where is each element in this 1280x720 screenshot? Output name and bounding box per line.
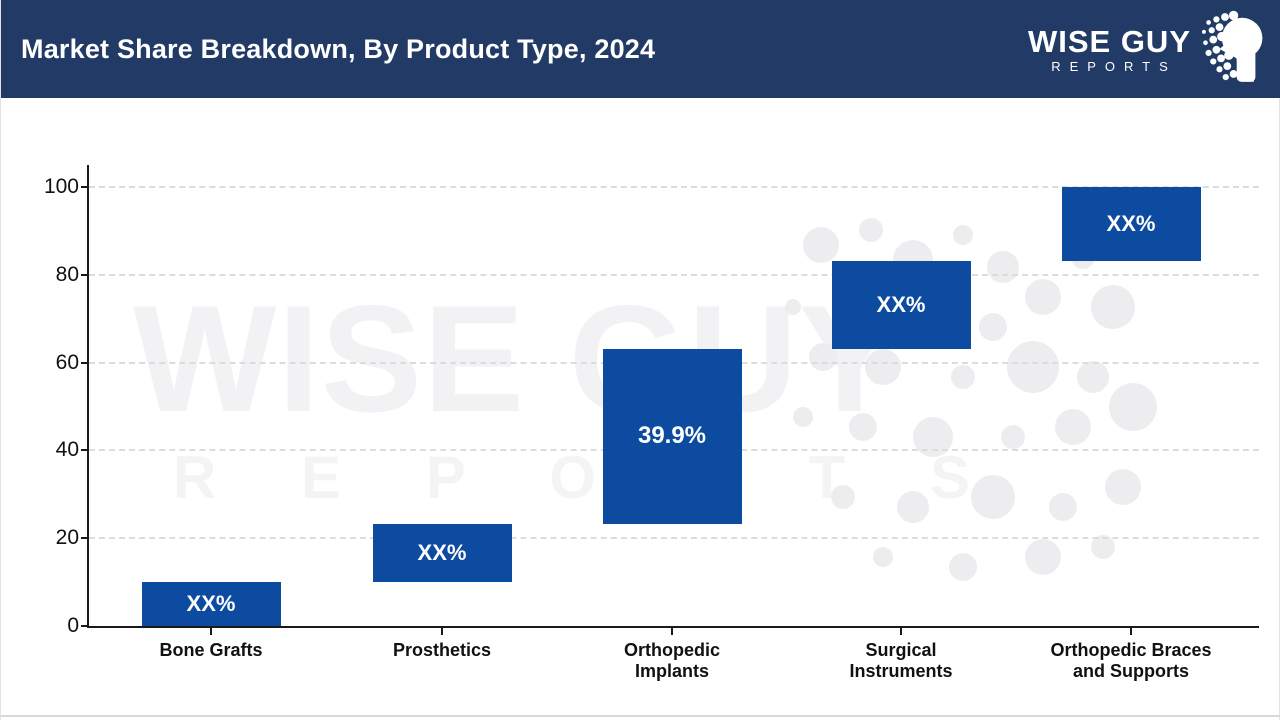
x-axis-tick	[441, 627, 443, 635]
bar-prosthetics: XX%	[372, 523, 512, 583]
bar-orthopedic-implants: 39.9%	[602, 348, 742, 524]
x-axis-line	[87, 626, 1259, 628]
bar-surgical-instruments: XX%	[831, 261, 971, 349]
logo-reports-label: REPORTS	[1051, 58, 1177, 74]
x-axis-tick	[210, 627, 212, 635]
y-axis-tick	[81, 449, 89, 452]
x-axis-tick	[1130, 627, 1132, 635]
bar-bone-grafts: XX%	[141, 582, 281, 626]
bottom-divider	[1, 715, 1280, 717]
x-axis-category-label-line: and Supports	[1073, 661, 1189, 681]
header-band: Market Share Breakdown, By Product Type,…	[1, 0, 1280, 98]
x-axis-category-label: Bone Grafts	[96, 640, 326, 661]
bar-value-label: XX%	[186, 591, 236, 617]
x-axis-category-label-line: Prosthetics	[392, 640, 492, 660]
x-axis-category-label: Prosthetics	[327, 640, 557, 661]
x-axis-tick	[671, 627, 673, 635]
x-axis-category-label: Orthopedic Implants	[557, 640, 787, 682]
bar-value-label: 39.9%	[637, 422, 707, 450]
gridline	[89, 273, 1259, 276]
watermark-text: WISE GUY	[133, 274, 902, 444]
y-axis-tick	[81, 625, 89, 627]
logo-wordmark: WISE GUY	[1027, 23, 1191, 59]
x-axis-tick	[900, 627, 902, 635]
y-axis-tick-label: 100	[43, 175, 79, 198]
bar-orthopedic-braces-and-supports: XX%	[1061, 187, 1201, 262]
chart-title: Market Share Breakdown, By Product Type,…	[21, 33, 656, 64]
bar-value-label: XX%	[1106, 211, 1156, 237]
y-axis-tick-label: 20	[55, 526, 79, 550]
y-axis-tick-label: 60	[55, 350, 79, 374]
y-axis-tick-label: 40	[55, 438, 79, 462]
y-axis-tick	[81, 273, 89, 276]
y-axis-tick-label: 80	[55, 262, 79, 286]
x-axis-category-label-line: Implants	[634, 661, 709, 681]
x-axis-category-label-line: Bone Grafts	[159, 640, 263, 660]
gridline	[89, 186, 1259, 188]
y-axis-line	[87, 165, 89, 628]
wise-guy-logo: WISE GUY REPORTS	[1028, 8, 1280, 90]
y-axis-tick	[81, 537, 89, 540]
bar-value-label: XX%	[876, 291, 926, 317]
x-axis-category-label-line: Orthopedic Braces	[1050, 640, 1212, 660]
x-axis-category-label-line: Instruments	[849, 661, 953, 681]
y-axis-tick	[81, 361, 89, 364]
x-axis-category-label: Surgical Instruments	[786, 640, 1016, 682]
x-axis-category-label-line: Surgical	[865, 640, 937, 660]
bar-value-label: XX%	[417, 539, 467, 565]
wise-guy-head-icon	[1201, 10, 1263, 82]
y-axis-tick	[81, 186, 89, 188]
x-axis-category-label-line: Orthopedic	[623, 640, 720, 660]
y-axis-tick-label: 0	[67, 614, 79, 637]
gridline	[89, 537, 1259, 540]
x-axis-category-label: Orthopedic Braces and Supports	[1016, 640, 1246, 682]
